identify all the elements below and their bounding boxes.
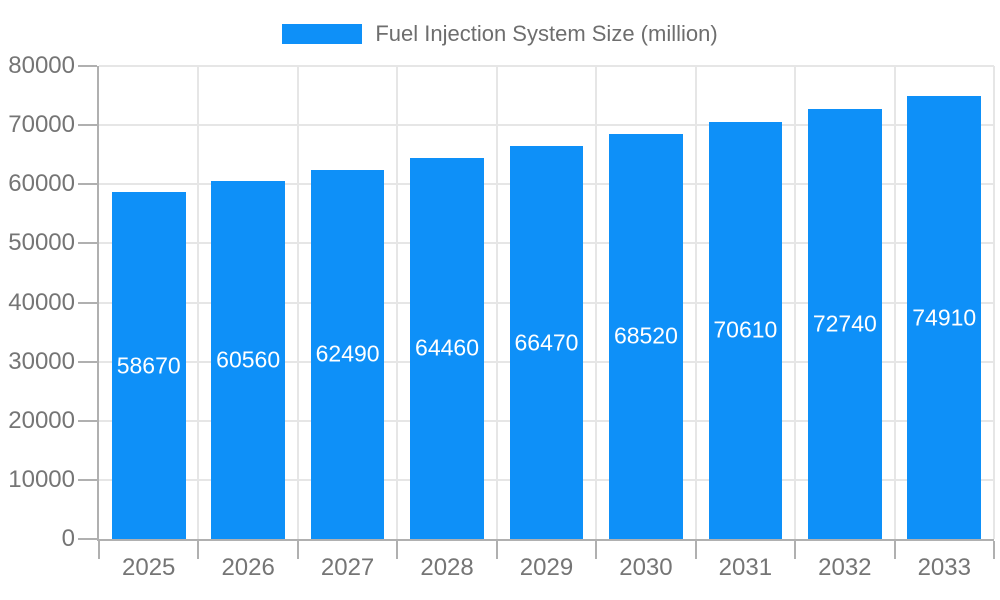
y-axis-tick-label: 50000: [8, 229, 75, 257]
bar-value-label: 64460: [415, 334, 480, 361]
bar-2031[interactable]: 70610: [708, 121, 783, 539]
bar-2032[interactable]: 72740: [808, 108, 882, 539]
v-gridline: [495, 66, 498, 539]
x-axis-tick: [98, 541, 100, 559]
x-axis-tick: [296, 541, 299, 559]
y-axis-tick: [78, 478, 97, 481]
bar-value-label: 74910: [912, 304, 977, 331]
y-axis-tick-label: 20000: [8, 406, 75, 434]
y-axis-tick: [78, 301, 97, 304]
legend[interactable]: Fuel Injection System Size (million): [0, 21, 1000, 46]
v-gridline: [893, 66, 896, 539]
y-axis-tick-label: 30000: [8, 347, 75, 375]
y-axis-tick: [78, 242, 97, 245]
legend-swatch: [282, 24, 363, 44]
x-axis-tick-label: 2026: [221, 554, 275, 581]
plot-area: 0 10000 20000 30000 40000 50000 60000 70000 8000…: [8, 54, 995, 581]
y-axis-tick: [78, 65, 97, 67]
bar-value-label: 68520: [613, 322, 678, 349]
y-axis-tick: [78, 419, 97, 422]
x-axis-tick: [396, 541, 399, 559]
bar-2027[interactable]: 62490: [310, 169, 385, 539]
bar-value-label: 72740: [812, 310, 877, 337]
x-axis-tick-label: 2030: [619, 554, 673, 581]
v-gridline: [197, 66, 200, 539]
bar-2030[interactable]: 68520: [609, 133, 683, 539]
x-axis-tick-label: 2025: [122, 554, 176, 581]
x-axis-tick: [197, 541, 200, 559]
bar-value-label: 58670: [116, 352, 181, 379]
x-axis-tick: [595, 541, 598, 559]
v-gridline: [296, 66, 299, 539]
bar-2025[interactable]: 58670: [111, 192, 186, 539]
bar-value-label: 70610: [713, 316, 778, 343]
bar-2028[interactable]: 64460: [410, 157, 484, 539]
bar-value-label: 62490: [315, 340, 380, 367]
x-axis-tick: [893, 541, 896, 559]
x-axis-tick: [495, 541, 498, 559]
x-axis-tick-label: 2027: [320, 554, 375, 581]
y-axis-tick-label: 60000: [8, 170, 75, 198]
bar-value-label: 60560: [216, 346, 281, 373]
h-gridline: [99, 124, 994, 127]
y-axis-tick-label: 0: [61, 525, 75, 552]
bar-value-label: 66470: [514, 329, 579, 355]
x-axis-tick-label: 2028: [420, 554, 474, 581]
v-gridline: [396, 66, 399, 539]
y-axis-tick-label: 70000: [8, 111, 75, 139]
x-axis-tick: [993, 541, 995, 559]
v-gridline: [993, 66, 995, 539]
v-gridline: [694, 66, 697, 539]
h-gridline: [99, 65, 994, 67]
x-axis-tick-label: 2031: [718, 554, 773, 581]
y-axis-tick: [78, 538, 97, 540]
x-axis-tick: [794, 541, 797, 559]
bar-2029[interactable]: 66470: [509, 146, 584, 539]
bar-2026[interactable]: 60560: [211, 180, 285, 539]
y-axis-tick: [78, 183, 97, 186]
v-gridline: [595, 66, 598, 539]
x-axis-tick-label: 2032: [818, 554, 872, 581]
x-axis-tick: [694, 541, 697, 559]
y-axis-tick-label: 80000: [8, 52, 75, 79]
x-axis-tick-label: 2033: [917, 554, 971, 581]
y-axis-tick: [78, 124, 97, 127]
bar-2033[interactable]: 74910: [907, 96, 982, 539]
y-axis-tick: [78, 360, 97, 363]
v-gridline: [794, 66, 797, 539]
y-axis-tick-label: 40000: [8, 288, 75, 316]
legend-label: Fuel Injection System Size (million): [375, 21, 718, 46]
y-axis-tick-label: 10000: [8, 465, 75, 493]
x-axis-tick-label: 2029: [519, 554, 574, 581]
